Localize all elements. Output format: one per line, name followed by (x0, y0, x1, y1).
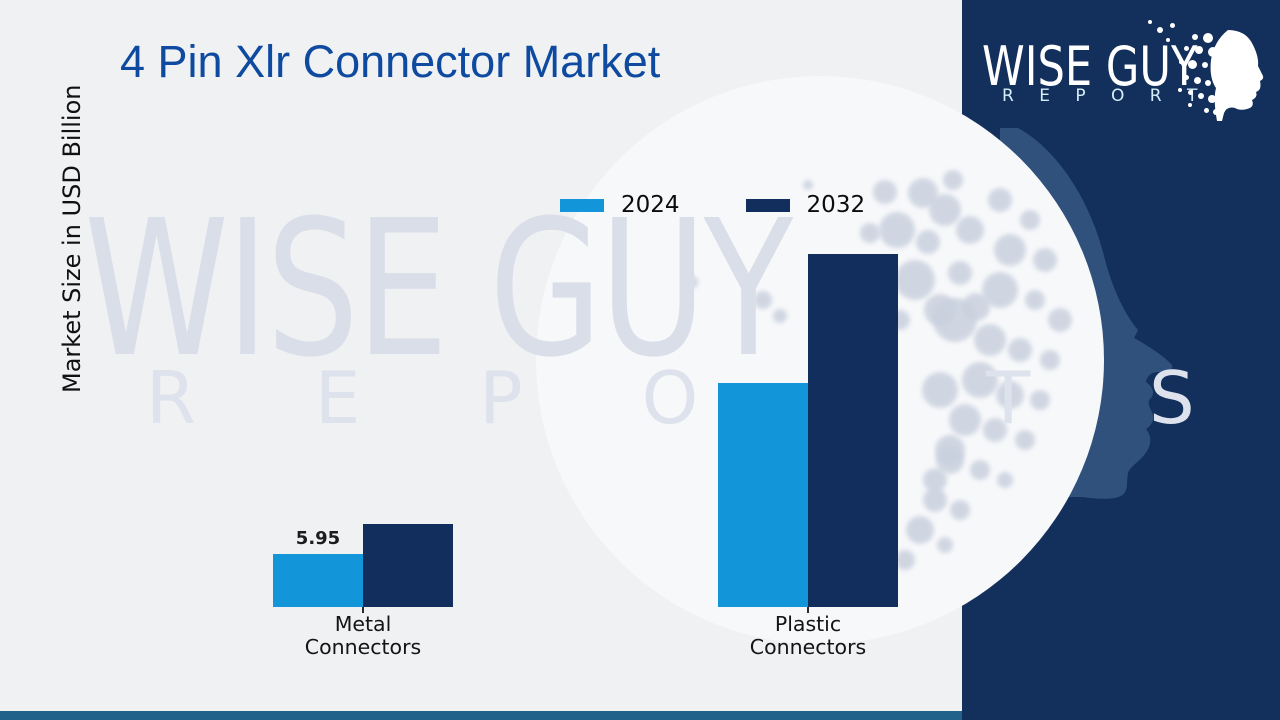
brand-logo-dot (1187, 59, 1197, 69)
brand-logo-dot (1218, 42, 1224, 48)
watermark-dot (773, 309, 787, 323)
watermark-dot (982, 272, 1018, 308)
legend-label: 2032 (806, 192, 866, 218)
brand-logo-dot (1148, 20, 1152, 24)
watermark-dot (997, 472, 1013, 488)
watermark-dot (970, 460, 990, 480)
watermark-dot (803, 180, 813, 190)
watermark-dot (923, 488, 947, 512)
watermark-text-line2: R E P O R T S (146, 356, 1243, 440)
watermark-dot (1030, 390, 1050, 410)
brand-logo-dot (1208, 95, 1216, 103)
brand-logo-dot (1192, 34, 1198, 40)
brand-logo-dot (1198, 93, 1204, 99)
brand-logo-dot (1178, 88, 1182, 92)
brand-logo-dot (1183, 74, 1189, 80)
brand-logo-dot (1157, 27, 1163, 33)
watermark-dot (873, 180, 897, 204)
x-axis-tick (362, 607, 364, 613)
bar-2032-plastic-connectors (808, 254, 898, 607)
brand-logo-dot (1213, 109, 1219, 115)
x-axis-tick (807, 607, 809, 613)
brand-logo-dot (1205, 80, 1211, 86)
watermark-dot (754, 291, 772, 309)
category-label-plastic-connectors: Plastic Connectors (749, 612, 867, 659)
watermark-dot (895, 550, 915, 570)
brand-logo-dot (1208, 47, 1218, 57)
watermark-dot (923, 468, 947, 492)
watermark-dot (860, 223, 880, 243)
brand-logo-dot (1195, 46, 1203, 54)
watermark-dot (879, 212, 915, 248)
legend-swatch-2024 (560, 198, 604, 212)
watermark-dot (929, 194, 961, 226)
watermark-dot (988, 188, 1012, 212)
watermark-dot (950, 500, 970, 520)
watermark-dot (996, 381, 1024, 409)
watermark-dot (916, 230, 940, 254)
brand-logo-dot (1203, 33, 1213, 43)
watermark-dot (895, 260, 935, 300)
watermark-dot (906, 516, 934, 544)
watermark-dot (935, 435, 965, 465)
brand-logo-dot (1179, 60, 1183, 64)
watermark-dot (956, 216, 984, 244)
legend-swatch-2032 (745, 198, 790, 212)
watermark-dot (1008, 338, 1032, 362)
brand-logo-dot (1169, 22, 1175, 28)
brand-logo-dot (1166, 38, 1170, 42)
watermark-dot (1048, 308, 1072, 332)
bar-value-label: 5.95 (295, 528, 341, 549)
watermark-dot (1020, 210, 1040, 230)
watermark-dot (1033, 248, 1057, 272)
brand-logo-dot (1203, 107, 1209, 113)
watermark-dot (949, 404, 981, 436)
watermark-dot (933, 298, 977, 342)
legend-label: 2024 (621, 192, 680, 218)
watermark-dot (948, 261, 972, 285)
watermark-dot (1040, 350, 1060, 370)
footer-accent-bar (0, 711, 1280, 720)
watermark-dot (922, 372, 958, 408)
legend-item-2032: 2032 (745, 192, 866, 218)
watermark-dot (937, 537, 953, 553)
bar-2024-plastic-connectors (718, 383, 808, 607)
page-title: 4 Pin Xlr Connector Market (120, 36, 661, 87)
bar-2032-metal-connectors (363, 524, 453, 607)
brand-logo-dot (1211, 64, 1219, 72)
bar-2024-metal-connectors (273, 554, 363, 607)
watermark-dot (983, 418, 1007, 442)
watermark-dot (974, 324, 1006, 356)
brand-logo-dot (1218, 87, 1224, 93)
category-label-metal-connectors: Metal Connectors (304, 612, 422, 659)
watermark-dot (686, 276, 698, 288)
watermark-dot (943, 170, 963, 190)
brand-logo-dot (1223, 100, 1229, 106)
chart-legend: 2024 2032 (560, 192, 865, 218)
brand-logo-subtitle: R E P O R T S (1002, 86, 1244, 106)
legend-item-2024: 2024 (560, 192, 680, 218)
brand-logo-dot (1187, 89, 1193, 95)
watermark-dot (994, 234, 1026, 266)
watermark-dot (1015, 430, 1035, 450)
watermark-text-line1: WISE GUY (84, 180, 793, 399)
brand-logo-dot (1193, 76, 1201, 84)
brand-logo-dot (1188, 103, 1192, 107)
brand-logo-dot (1183, 45, 1189, 51)
brand-logo-dot (1202, 62, 1208, 68)
watermark-dot (962, 362, 998, 398)
brand-logo-wordmark: WISE GUY (982, 35, 1198, 98)
watermark-dot (1025, 290, 1045, 310)
